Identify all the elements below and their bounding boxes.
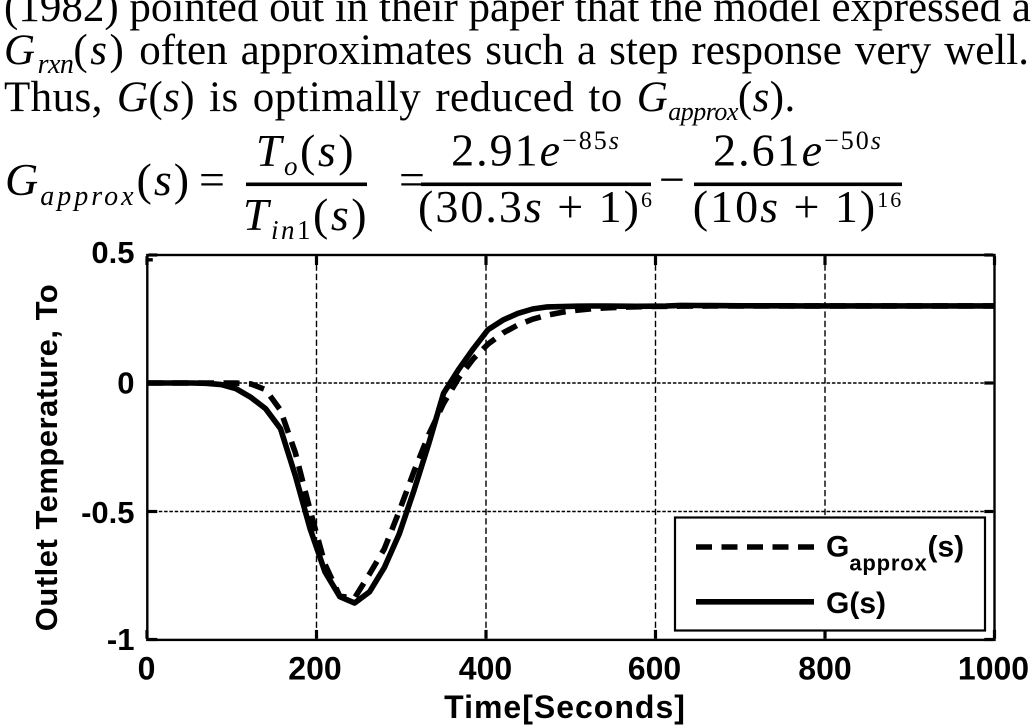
- svg-text:=: =: [399, 154, 427, 205]
- svg-text:=: =: [199, 154, 227, 205]
- svg-text:400: 400: [459, 650, 512, 686]
- svg-text:800: 800: [798, 650, 851, 686]
- svg-text:200: 200: [288, 650, 341, 686]
- svg-text:-1: -1: [107, 622, 135, 657]
- svg-text:Time[Seconds]: Time[Seconds]: [444, 689, 686, 725]
- svg-text:Tin1(s): Tin1(s): [243, 189, 369, 245]
- svg-text:−: −: [659, 154, 687, 205]
- svg-text:2.91e−85s: 2.91e−85s: [451, 125, 621, 176]
- svg-text:0: 0: [138, 650, 156, 686]
- svg-text:-0.5: -0.5: [81, 495, 134, 530]
- svg-text:1000: 1000: [958, 650, 1029, 686]
- svg-text:Gapprox(s): Gapprox(s): [5, 154, 191, 212]
- svg-text:To(s): To(s): [256, 125, 356, 181]
- svg-text:2.61e−50s: 2.61e−50s: [713, 125, 883, 176]
- svg-text:0.5: 0.5: [91, 235, 134, 270]
- svg-text:600: 600: [628, 650, 681, 686]
- svg-text:0: 0: [117, 366, 134, 401]
- svg-text:(10s + 1)16: (10s + 1)16: [693, 181, 904, 232]
- svg-text:Outlet Temperature, To: Outlet Temperature, To: [29, 284, 64, 631]
- svg-text:(30.3s + 1)6: (30.3s + 1)6: [418, 181, 654, 232]
- svg-text:G(s): G(s): [826, 587, 886, 620]
